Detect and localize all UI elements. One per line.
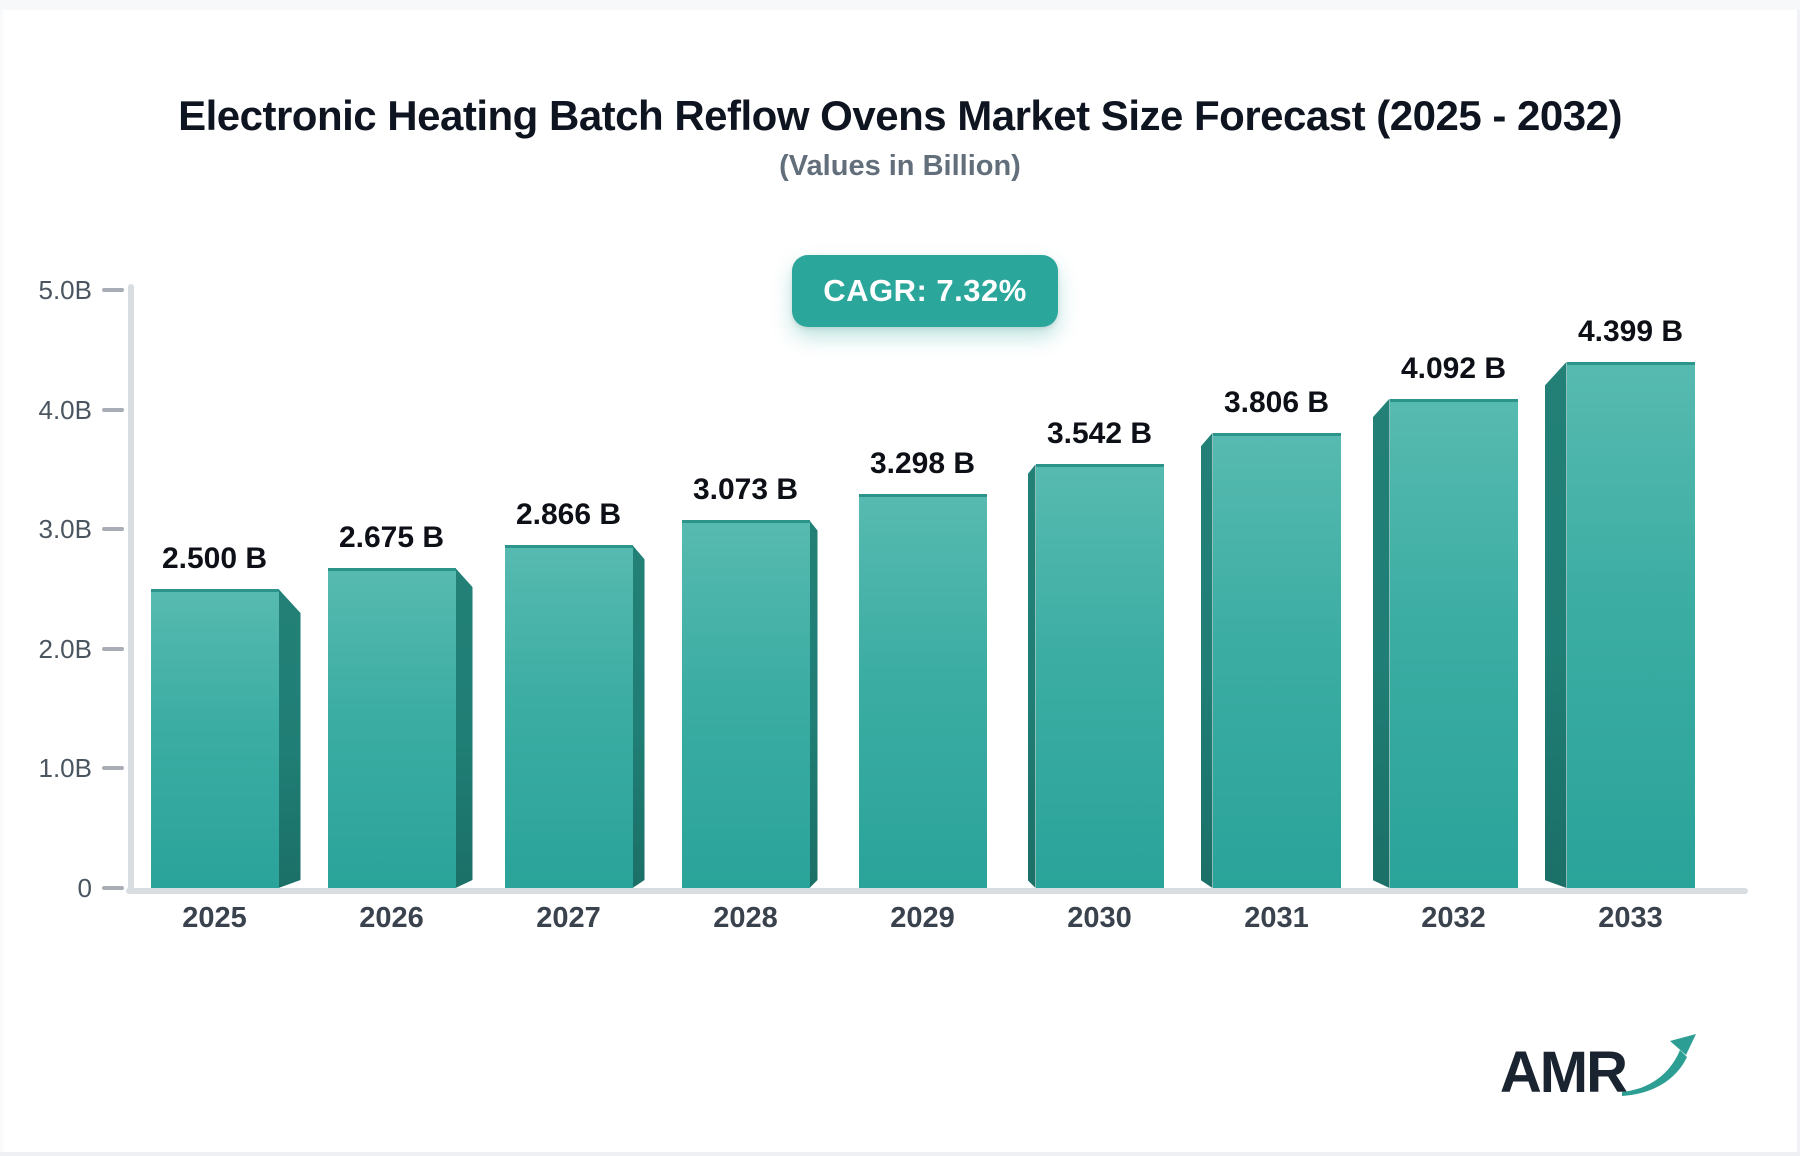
y-axis-label: 0: [77, 873, 92, 903]
bar-2032-side-face: [1373, 399, 1390, 888]
bar-value-label: 2.675 B: [338, 521, 445, 555]
amr-logo-text: AMR: [1499, 1040, 1628, 1105]
growth-arrow-icon: [1622, 1034, 1696, 1096]
y-axis-tick: [102, 527, 124, 532]
bar-value-label: 3.298 B: [869, 446, 976, 480]
bar-2027: [504, 545, 633, 888]
x-axis-label-2032: 2032: [1421, 902, 1486, 934]
amr-logo: AMR: [1500, 1032, 1698, 1102]
x-axis-label-2031: 2031: [1244, 902, 1309, 934]
y-axis-line: [128, 284, 134, 894]
y-axis-tick: [102, 646, 124, 651]
bar-2025-side-face: [279, 589, 301, 888]
x-axis-label-2026: 2026: [359, 902, 424, 934]
bar-2032: [1389, 398, 1518, 888]
x-axis-label-2033: 2033: [1598, 902, 1663, 934]
bar-value-label: 3.542 B: [1046, 417, 1153, 451]
bar-value-label: 3.073 B: [692, 473, 799, 507]
bar-2029: [858, 493, 987, 888]
y-axis-tick: [102, 288, 124, 292]
x-axis-line: [126, 888, 1748, 894]
y-axis-tick: [102, 886, 124, 890]
x-axis-label-2030: 2030: [1067, 902, 1132, 934]
chart-subtitle: (Values in Billion): [779, 150, 1021, 182]
bar-value-label: 4.399 B: [1577, 314, 1684, 348]
bar-value-label: 4.092 B: [1400, 351, 1507, 385]
bar-2031: [1212, 432, 1341, 888]
y-axis-label: 1.0B: [38, 753, 93, 784]
bar-value-label: 2.500 B: [161, 542, 268, 575]
y-axis-tick: [102, 766, 124, 771]
cagr-badge: CAGR: 7.32%: [792, 255, 1058, 327]
x-axis-label-2027: 2027: [536, 902, 601, 934]
bar-2028: [681, 520, 810, 888]
y-axis-tick: [102, 407, 124, 412]
bar-2030: [1035, 464, 1164, 888]
bar-2028-side-face: [810, 520, 818, 888]
y-axis-label: 4.0B: [38, 394, 93, 425]
y-axis-label: 2.0B: [38, 633, 93, 664]
x-axis-label-2028: 2028: [713, 902, 778, 934]
bar-2025: [150, 589, 279, 888]
bar-2031-side-face: [1201, 433, 1213, 888]
bar-2027-side-face: [633, 545, 645, 888]
bar-value-label: 3.806 B: [1223, 385, 1330, 419]
bar-2026-side-face: [456, 568, 473, 888]
bar-2026: [327, 568, 456, 888]
y-axis-label: 5.0B: [38, 275, 93, 305]
y-axis-label: 3.0B: [38, 514, 93, 545]
x-axis-label-2029: 2029: [890, 902, 955, 934]
bar-2033-side-face: [1545, 362, 1567, 888]
bar-2033: [1566, 361, 1695, 888]
chart-title: Electronic Heating Batch Reflow Ovens Ma…: [178, 92, 1622, 139]
x-axis-label-2025: 2025: [182, 902, 247, 934]
bar-value-label: 2.866 B: [515, 498, 622, 532]
bar-2030-side-face: [1028, 464, 1036, 888]
cagr-badge-label: CAGR: 7.32%: [823, 273, 1027, 308]
